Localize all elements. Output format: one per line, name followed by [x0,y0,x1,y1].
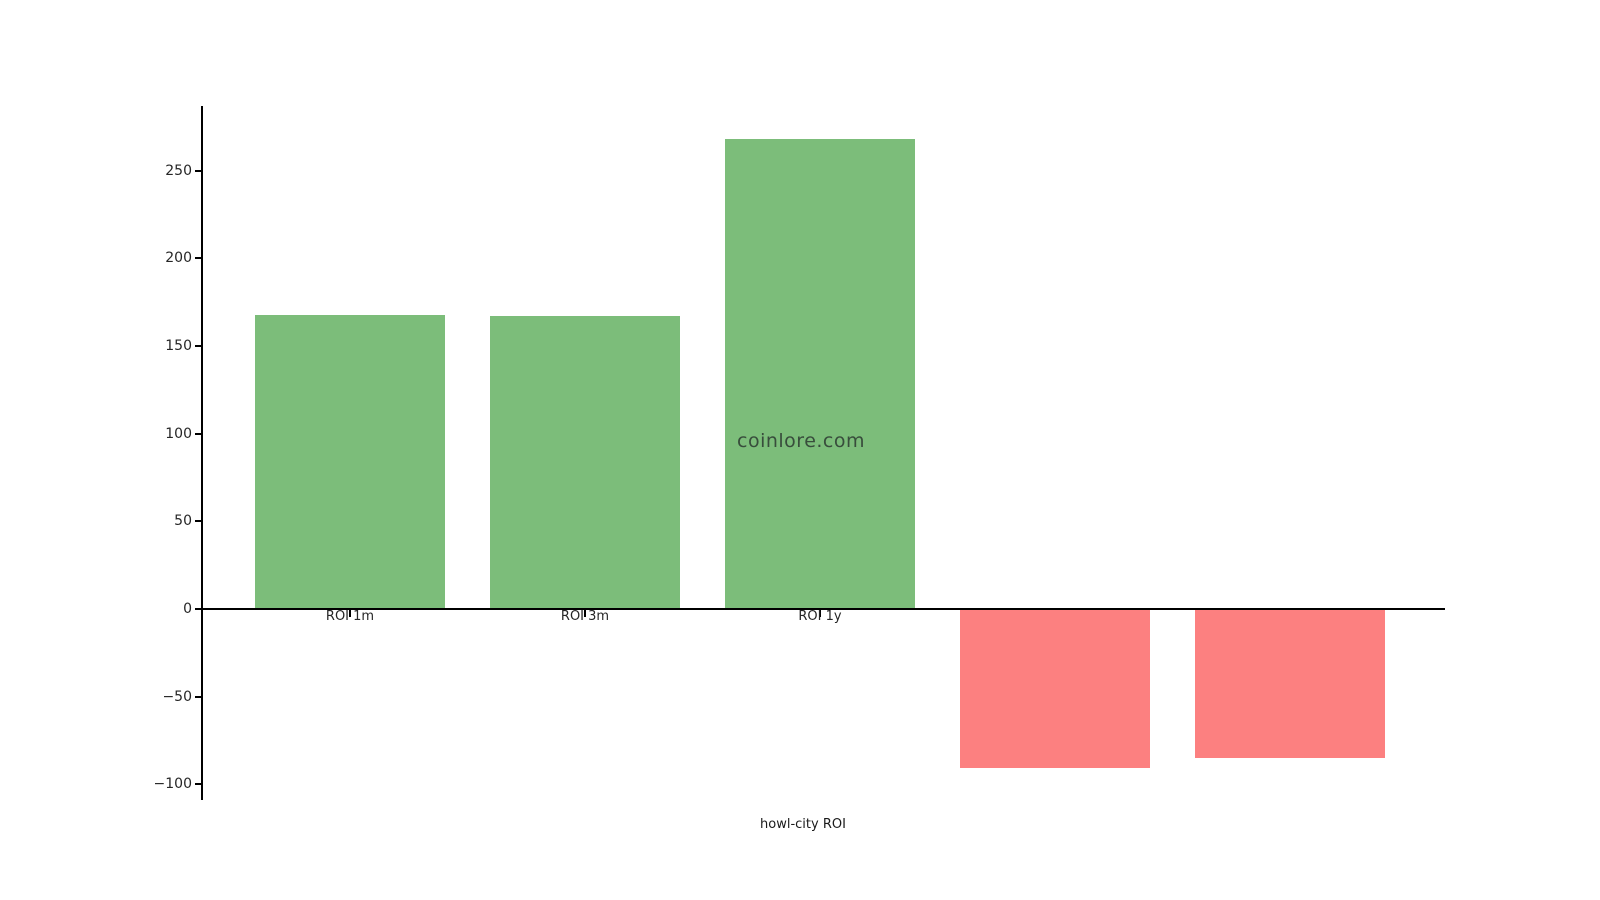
x-axis-tick-label: ROI 1m [325,608,375,624]
bar-positive [255,314,445,609]
y-axis-tick [195,345,202,348]
y-axis-tick-label: −100 [153,776,192,793]
chart-title: howl-city ROI [760,817,846,832]
y-axis-tick [195,607,202,610]
y-axis-tick-label: 0 [183,600,192,617]
y-axis-tick [195,783,202,786]
x-axis-tick-label: ROI 3m [560,608,610,624]
x-axis-tick [819,608,821,617]
y-axis-tick [195,695,202,698]
x-axis-tick [584,608,586,617]
y-axis-tick-label: 50 [174,513,192,530]
y-axis-tick-label: 250 [165,162,192,179]
x-axis-tick-label: ROI 1y [798,608,842,624]
y-axis-tick [195,169,202,172]
y-axis-tick-label: −50 [162,688,192,705]
y-axis-line [201,106,203,800]
bar-negative [960,609,1150,769]
bar-positive [490,316,680,609]
x-axis-line [202,608,1445,610]
watermark-text: coinlore.com [737,430,865,452]
bar-positive [725,139,915,609]
y-axis-tick-label: 200 [165,250,192,267]
y-axis-tick [195,520,202,523]
bar-negative [1195,609,1385,758]
y-axis-tick-label: 100 [165,425,192,442]
y-axis-tick [195,432,202,435]
y-axis-tick-label: 150 [165,338,192,355]
y-axis-tick [195,257,202,260]
x-axis-tick [349,608,351,617]
